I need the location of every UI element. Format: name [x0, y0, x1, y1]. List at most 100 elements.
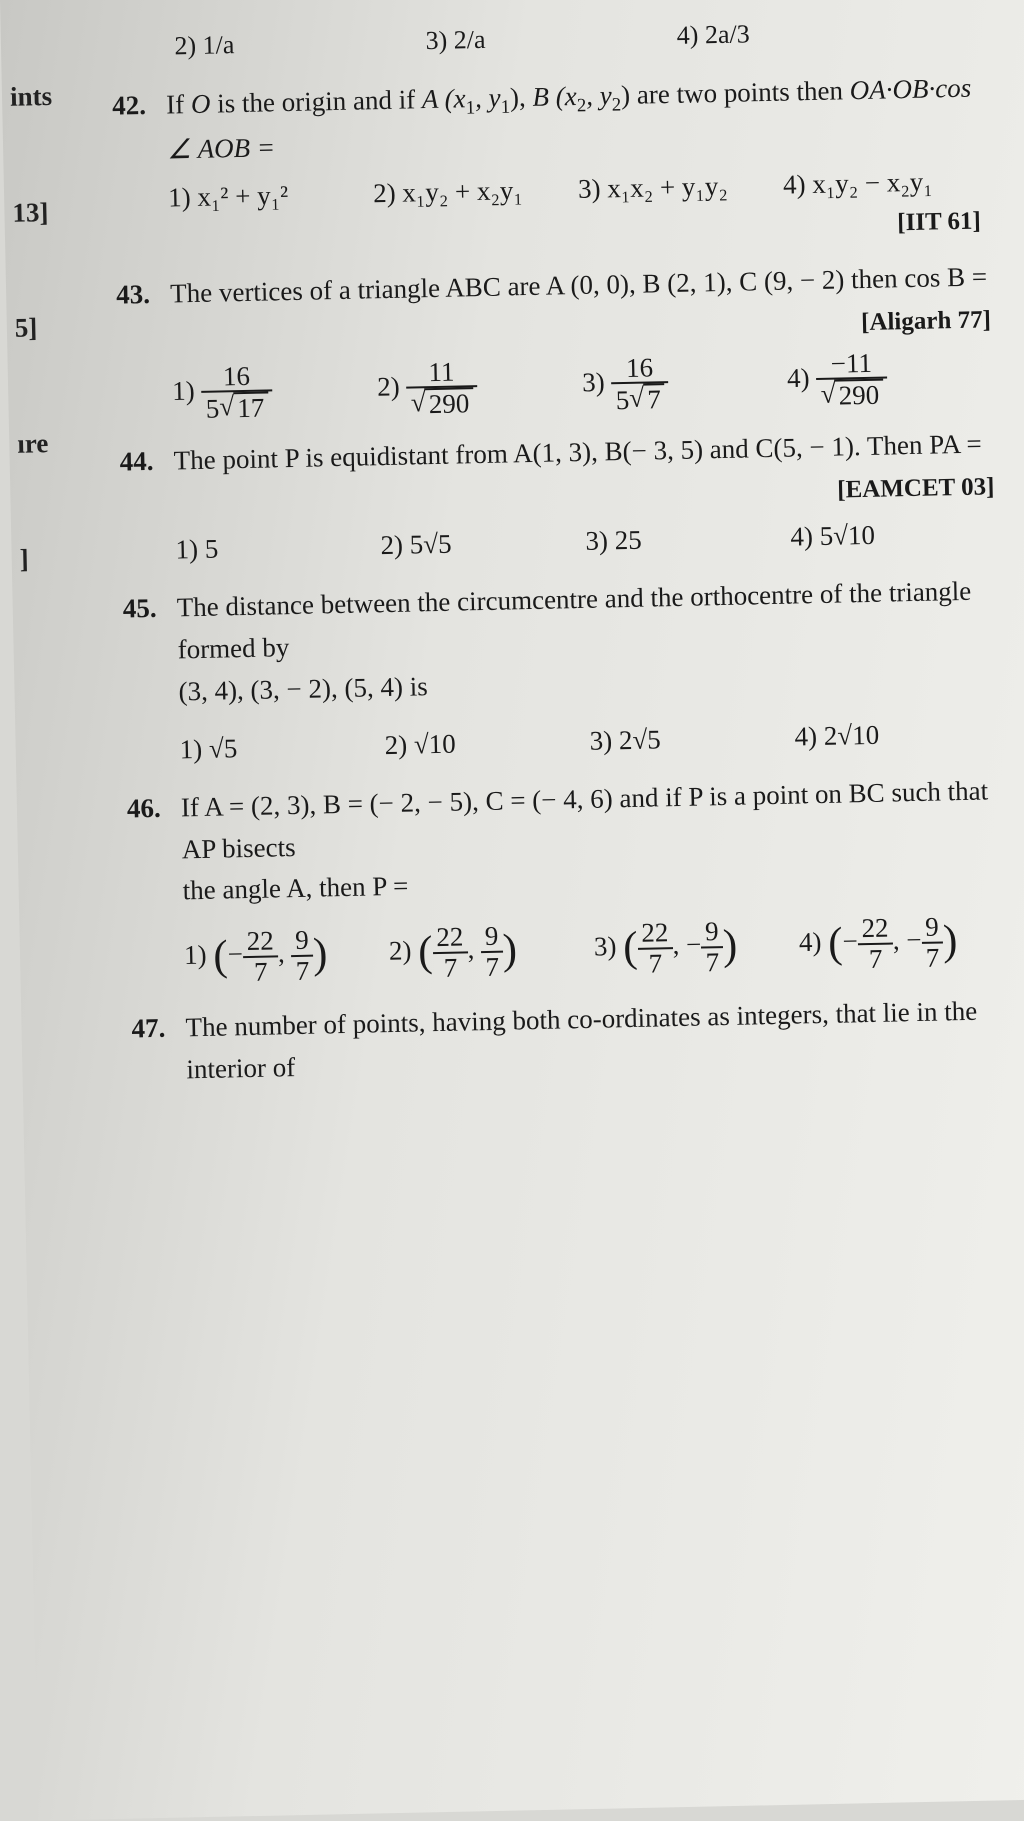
q43-o2-n: 11 [406, 357, 477, 389]
q46-o3-an: 22 [637, 919, 673, 950]
q43-o2-frac: 11 290 [406, 357, 478, 419]
q42-Ae: ), [510, 82, 533, 112]
q42-opt3: 3) x₁x₂ + y₁y₂ [578, 164, 785, 249]
q42-tag: [IIT 61] [897, 202, 981, 242]
q42-opt4-text: 4) x₁y₂ − x₂y₁ [783, 166, 933, 199]
q43-o3-sqrt: 7 [629, 384, 665, 415]
qnum-43: 43. [116, 274, 171, 317]
q46-o3-bs: − [686, 929, 702, 959]
q43-o3-rad: 7 [643, 384, 665, 415]
q43-o1-lead: 1) [172, 376, 202, 407]
q43-o4-sqrt: 290 [820, 379, 883, 411]
q43-o2-sqrt: 290 [410, 388, 473, 420]
qbody-44: The point P is equidistant from A(1, 3),… [173, 423, 996, 572]
q46-o4-an: 22 [857, 914, 893, 945]
frag-ire: ıre [17, 406, 61, 482]
question-45: 45. The distance between the circumcentr… [122, 571, 1000, 773]
q43-tag: [Aligarh 77] [861, 307, 991, 337]
top-options-fragment: 2) 1/a 3) 2/a 4) 2a/3 [111, 9, 986, 68]
q46-o1-b: 97 [291, 926, 314, 985]
frag-13: 13] [12, 175, 56, 251]
q43-o3-frac: 16 57 [611, 353, 669, 415]
q46-o1-ad: 7 [243, 957, 279, 986]
q42-Ac: , y [475, 83, 501, 114]
question-46: 46. If A = (2, 3), B = (− 2, − 5), C = (… [127, 770, 1005, 993]
q42-B: B (x [532, 81, 577, 112]
q42-A1b: 1 [501, 97, 511, 118]
rparen-icon: ) [502, 927, 517, 974]
left-margin-fragments: ints 13] 5] ıre ] [9, 59, 63, 638]
q46-o2-ad: 7 [433, 953, 469, 982]
q42-text-b: is the origin and if [210, 84, 422, 118]
q42-opt4: 4) x₁y₂ − x₂y₁ [IIT 61] [783, 160, 990, 245]
q46-o2-bd: 7 [481, 952, 503, 981]
q43-o3-d: 57 [611, 384, 669, 416]
q45-opt1: 1) √5 [179, 725, 385, 771]
q46-o2-an: 22 [432, 923, 468, 954]
q43-o1-rad: 17 [233, 392, 269, 423]
q46-o3-a: 227 [637, 919, 673, 978]
q46-o4-bn: 9 [921, 913, 943, 944]
q46-o1-bn: 9 [291, 926, 313, 957]
q43-o4-lead: 4) [787, 363, 817, 394]
rparen-icon: ) [943, 917, 958, 964]
frag-bracket: ] [19, 521, 63, 597]
q43-o4-d: 290 [816, 379, 887, 411]
q46-o4-lead: 4) [799, 927, 829, 958]
q46-o3-lead: 3) [594, 931, 624, 962]
q46-o3-bn: 9 [701, 917, 723, 948]
qnum-45: 45. [122, 588, 177, 631]
q44-options: 1) 5 2) 5√5 3) 25 4) 5√10 [175, 513, 996, 572]
lparen-icon: ( [828, 920, 843, 967]
q43-opt3: 3) 16 57 [582, 351, 788, 416]
topfrag-2: 2) 1/a [174, 21, 420, 66]
q43-o3-dp: 5 [615, 385, 629, 415]
q46-options: 1) (−227, 97) 2) (227, 97) 3) (227, −97)… [183, 907, 1004, 991]
q42-O: O [191, 89, 211, 119]
qnum-46: 46. [127, 787, 182, 830]
lparen-icon: ( [213, 933, 228, 980]
q46-o2-lead: 2) [389, 935, 419, 966]
q43-o3-n: 16 [611, 353, 669, 385]
q46-o4-a: 227 [857, 914, 893, 973]
rparen-icon: ) [312, 931, 327, 978]
q43-o2-lead: 2) [377, 371, 407, 402]
q43-opt1: 1) 16 517 [172, 359, 378, 424]
q43-o2-rad: 290 [424, 388, 473, 419]
qbody-43: The vertices of a triangle ABC are A (0,… [170, 257, 993, 425]
q45-options: 1) √5 2) √10 3) 2√5 4) 2√10 [179, 712, 1000, 771]
q43-options: 1) 16 517 2) 11 290 3) 16 [172, 346, 993, 424]
q46-opt2: 2) (227, 97) [388, 916, 594, 987]
rparen-icon: ) [722, 922, 737, 969]
q42-opt1: 1) x₁² + y₁² [168, 173, 375, 258]
q42-B2b: 2 [612, 95, 622, 116]
qnum-44: 44. [119, 440, 174, 483]
q42-B2: 2 [577, 95, 587, 116]
q46-o1-bd: 7 [291, 956, 313, 985]
q43-o3-lead: 3) [582, 367, 612, 398]
qnum-47: 47. [131, 1008, 186, 1051]
q46-o3-bd: 7 [701, 948, 723, 977]
q45-opt2: 2) √10 [384, 721, 590, 767]
qbody-47: The number of points, having both co-ord… [185, 990, 1007, 1091]
q44-tag: [EAMCET 03] [837, 473, 995, 503]
frag-5: 5] [14, 290, 58, 366]
topfrag-4: 4) 2a/3 [676, 11, 922, 56]
q46-o4-b: 97 [921, 913, 944, 972]
question-42: 42. If O is the origin and if A (x1, y1)… [112, 68, 989, 259]
q42-options: 1) x₁² + y₁² 2) x₁y₂ + x₂y₁ 3) x₁x₂ + y₁… [168, 160, 990, 258]
q43-o4-rad: 290 [834, 379, 883, 410]
q46-opt3: 3) (227, −97) [593, 912, 799, 983]
q42-A: A (x [422, 84, 466, 115]
frag-ints: ints [9, 59, 53, 135]
q42-A1: 1 [466, 98, 476, 119]
question-47: 47. The number of points, having both co… [131, 990, 1007, 1092]
q46-o2-bn: 9 [481, 922, 503, 953]
question-43: 43. The vertices of a triangle ABC are A… [116, 257, 993, 426]
q42-text-c: are two points then [630, 76, 850, 111]
q46-o4-bs: − [906, 925, 922, 955]
qnum-42: 42. [112, 85, 167, 128]
q46-o4-ad: 7 [858, 944, 894, 973]
q44-opt1: 1) 5 [175, 526, 381, 572]
q46-o3-b: 97 [701, 917, 724, 976]
